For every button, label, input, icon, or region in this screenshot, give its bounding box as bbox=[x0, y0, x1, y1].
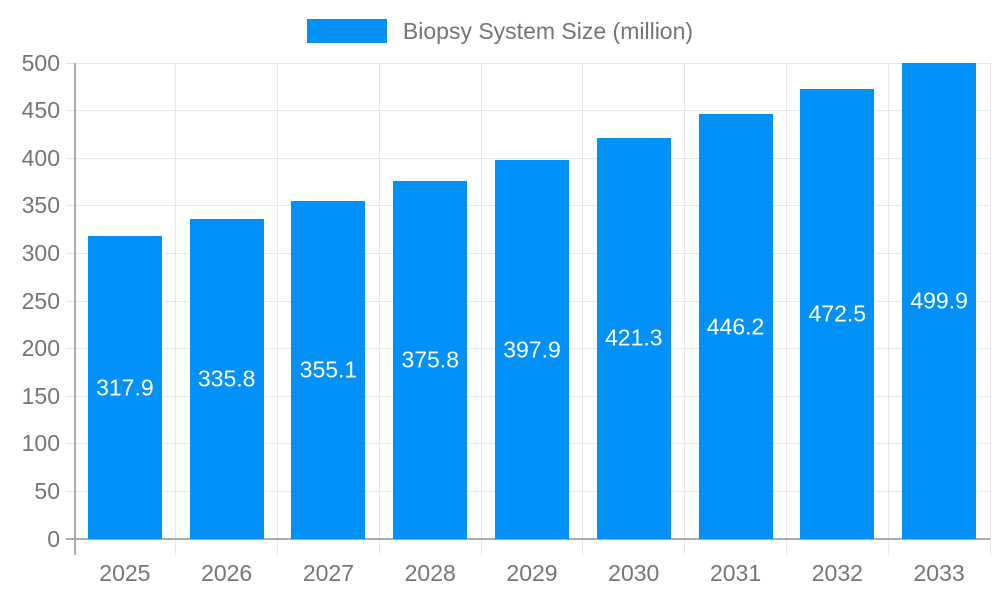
x-axis-tick-label: 2028 bbox=[404, 560, 456, 586]
y-gridline bbox=[66, 62, 990, 64]
y-axis-tick-label: 350 bbox=[21, 192, 60, 219]
bar[interactable]: 317.9 bbox=[87, 236, 162, 539]
x-gridline bbox=[277, 63, 279, 555]
x-axis-tick-label: 2027 bbox=[302, 560, 355, 586]
bar-value-label: 335.8 bbox=[197, 365, 256, 392]
x-gridline bbox=[582, 63, 584, 555]
bar-value-label: 446.2 bbox=[706, 313, 765, 340]
bar[interactable]: 375.8 bbox=[393, 181, 468, 539]
x-axis-tick-label: 2026 bbox=[201, 560, 253, 586]
y-axis-tick-label: 500 bbox=[21, 49, 60, 76]
legend-label: Biopsy System Size (million) bbox=[402, 18, 694, 44]
y-axis-tick-label: 100 bbox=[21, 430, 60, 457]
legend-swatch bbox=[306, 19, 387, 43]
y-gridline bbox=[66, 157, 990, 159]
x-gridline bbox=[684, 63, 686, 555]
x-gridline bbox=[887, 63, 889, 555]
y-axis-line bbox=[74, 63, 76, 555]
bar[interactable]: 397.9 bbox=[495, 160, 569, 539]
bar-value-label: 355.1 bbox=[299, 356, 358, 383]
chart-legend[interactable]: Biopsy System Size (million) bbox=[0, 18, 1000, 44]
x-gridline bbox=[175, 63, 177, 555]
x-axis-tick-label: 2029 bbox=[506, 560, 558, 586]
bar[interactable]: 355.1 bbox=[291, 200, 366, 539]
y-axis-tick-label: 0 bbox=[47, 525, 60, 552]
x-axis-tick-label: 2031 bbox=[709, 560, 762, 586]
bar[interactable]: 499.9 bbox=[902, 63, 977, 539]
bar-value-label: 421.3 bbox=[604, 324, 663, 351]
x-axis-tick-label: 2032 bbox=[811, 560, 863, 586]
y-axis-tick-label: 250 bbox=[21, 287, 60, 314]
x-gridline bbox=[378, 63, 380, 555]
x-axis-line bbox=[66, 538, 990, 540]
x-gridline bbox=[785, 63, 787, 555]
y-axis-tick-label: 50 bbox=[34, 477, 60, 504]
bar-value-label: 397.9 bbox=[503, 336, 561, 363]
y-axis-tick-label: 200 bbox=[21, 335, 60, 362]
plot-area: 0 50 100 150 200 250 300 350 400 450 500 317.9 2025 3… bbox=[22, 51, 991, 585]
y-axis-tick-label: 150 bbox=[21, 382, 60, 409]
y-axis-tick-label: 300 bbox=[21, 239, 60, 266]
bar[interactable]: 421.3 bbox=[596, 137, 671, 539]
bar-value-label: 375.8 bbox=[401, 346, 459, 373]
bar[interactable]: 446.2 bbox=[698, 114, 773, 539]
y-gridline bbox=[66, 110, 990, 112]
x-gridline bbox=[989, 63, 991, 555]
y-axis-tick-label: 400 bbox=[21, 144, 60, 171]
bar[interactable]: 335.8 bbox=[189, 219, 264, 539]
bar-value-label: 472.5 bbox=[808, 300, 867, 327]
bar[interactable]: 472.5 bbox=[800, 89, 875, 539]
y-axis-tick-label: 450 bbox=[21, 97, 60, 124]
x-axis-tick-label: 2033 bbox=[913, 560, 965, 586]
bar-value-label: 499.9 bbox=[910, 287, 968, 314]
bar-value-label: 317.9 bbox=[96, 374, 154, 401]
x-axis-tick-label: 2025 bbox=[99, 560, 151, 586]
x-gridline bbox=[480, 63, 482, 555]
x-axis-tick-label: 2030 bbox=[608, 560, 660, 586]
